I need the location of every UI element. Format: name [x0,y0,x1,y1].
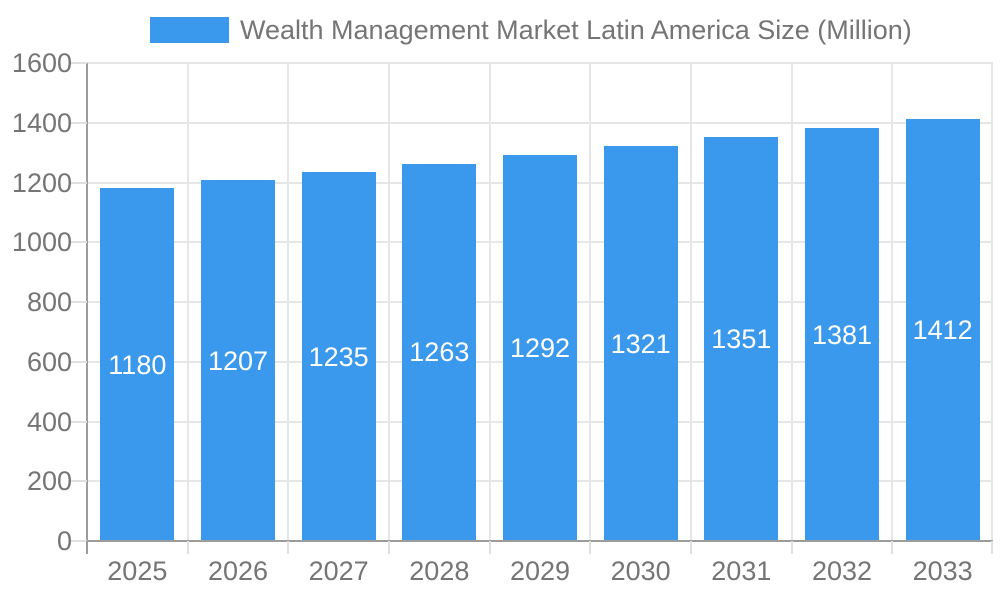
y-axis-label: 1600 [11,48,72,78]
bar-value-label: 1381 [811,319,873,350]
bar[interactable]: 1292 [503,155,577,541]
gridline-vertical [186,63,189,541]
gridline-vertical [589,63,592,541]
y-axis-tick [70,480,87,483]
gridline-vertical [388,63,390,541]
legend-swatch [150,17,229,43]
bar-value-label: 1292 [509,332,571,363]
bar[interactable]: 1321 [603,146,678,541]
x-axis-label: 2032 [811,556,873,586]
y-axis-label: 800 [26,287,72,317]
x-axis-label: 2028 [409,556,470,586]
gridline-vertical [891,63,894,541]
x-axis-tick [891,541,894,554]
gridline-vertical [287,63,290,541]
gridline-horizontal [87,62,993,64]
y-axis-tick [70,301,87,303]
y-axis-line [86,63,88,554]
y-axis-label: 1400 [11,107,72,138]
y-axis-tick [70,121,87,124]
gridline-horizontal [87,121,993,124]
gridline-vertical [790,63,793,541]
gridline-vertical [690,63,692,541]
x-axis-label: 2026 [207,556,269,586]
x-axis-tick [86,541,88,554]
gridline-vertical [991,63,993,541]
bar[interactable]: 1180 [100,188,175,541]
gridline-vertical [488,63,491,541]
y-axis-tick [70,241,87,244]
x-axis-tick [186,541,189,554]
x-axis-tick [388,541,390,554]
y-axis-tick [70,540,87,542]
legend[interactable]: Wealth Management Market Latin America S… [150,13,912,47]
bar[interactable]: 1235 [301,172,376,541]
bar-value-label: 1235 [308,341,369,372]
bar[interactable]: 1207 [201,180,275,541]
bar[interactable]: 1351 [704,137,779,541]
x-axis-line [87,540,993,542]
x-axis-label: 2025 [107,556,168,586]
bar-value-label: 1412 [912,315,973,346]
x-axis-label: 2033 [912,556,973,586]
y-axis-tick [70,420,87,423]
bar-value-label: 1263 [409,337,470,368]
bar-value-label: 1351 [711,324,772,355]
legend-label: Wealth Management Market Latin America S… [240,15,912,45]
x-axis-label: 2027 [308,556,369,586]
x-axis-tick [690,541,692,554]
bar-value-label: 1180 [108,349,167,380]
y-axis-tick [70,62,87,64]
x-axis-label: 2030 [610,556,671,586]
x-axis-tick [790,541,793,554]
x-axis-label: 2031 [711,556,772,586]
x-axis-tick [589,541,592,554]
y-axis-tick [70,360,87,363]
x-axis-label: 2029 [509,556,571,586]
y-axis-tick [70,181,87,184]
y-axis-label: 200 [26,466,72,497]
plot-area: 1180 1207 1235 1263 1292 1321 1351 1381 1412 [86,62,993,554]
y-axis-label: 0 [56,526,72,556]
x-axis-tick [991,541,993,554]
bar[interactable]: 1412 [905,119,980,541]
y-axis-label: 400 [26,406,72,437]
bar-value-label: 1207 [207,345,269,376]
x-axis-tick [488,541,491,554]
bar-value-label: 1321 [610,328,671,359]
bar[interactable]: 1263 [402,163,477,541]
y-axis-label: 1200 [11,167,72,198]
x-axis-tick [287,541,290,554]
y-axis-label: 1000 [11,227,72,258]
bar[interactable]: 1381 [805,128,879,541]
y-axis-label: 600 [26,346,72,377]
